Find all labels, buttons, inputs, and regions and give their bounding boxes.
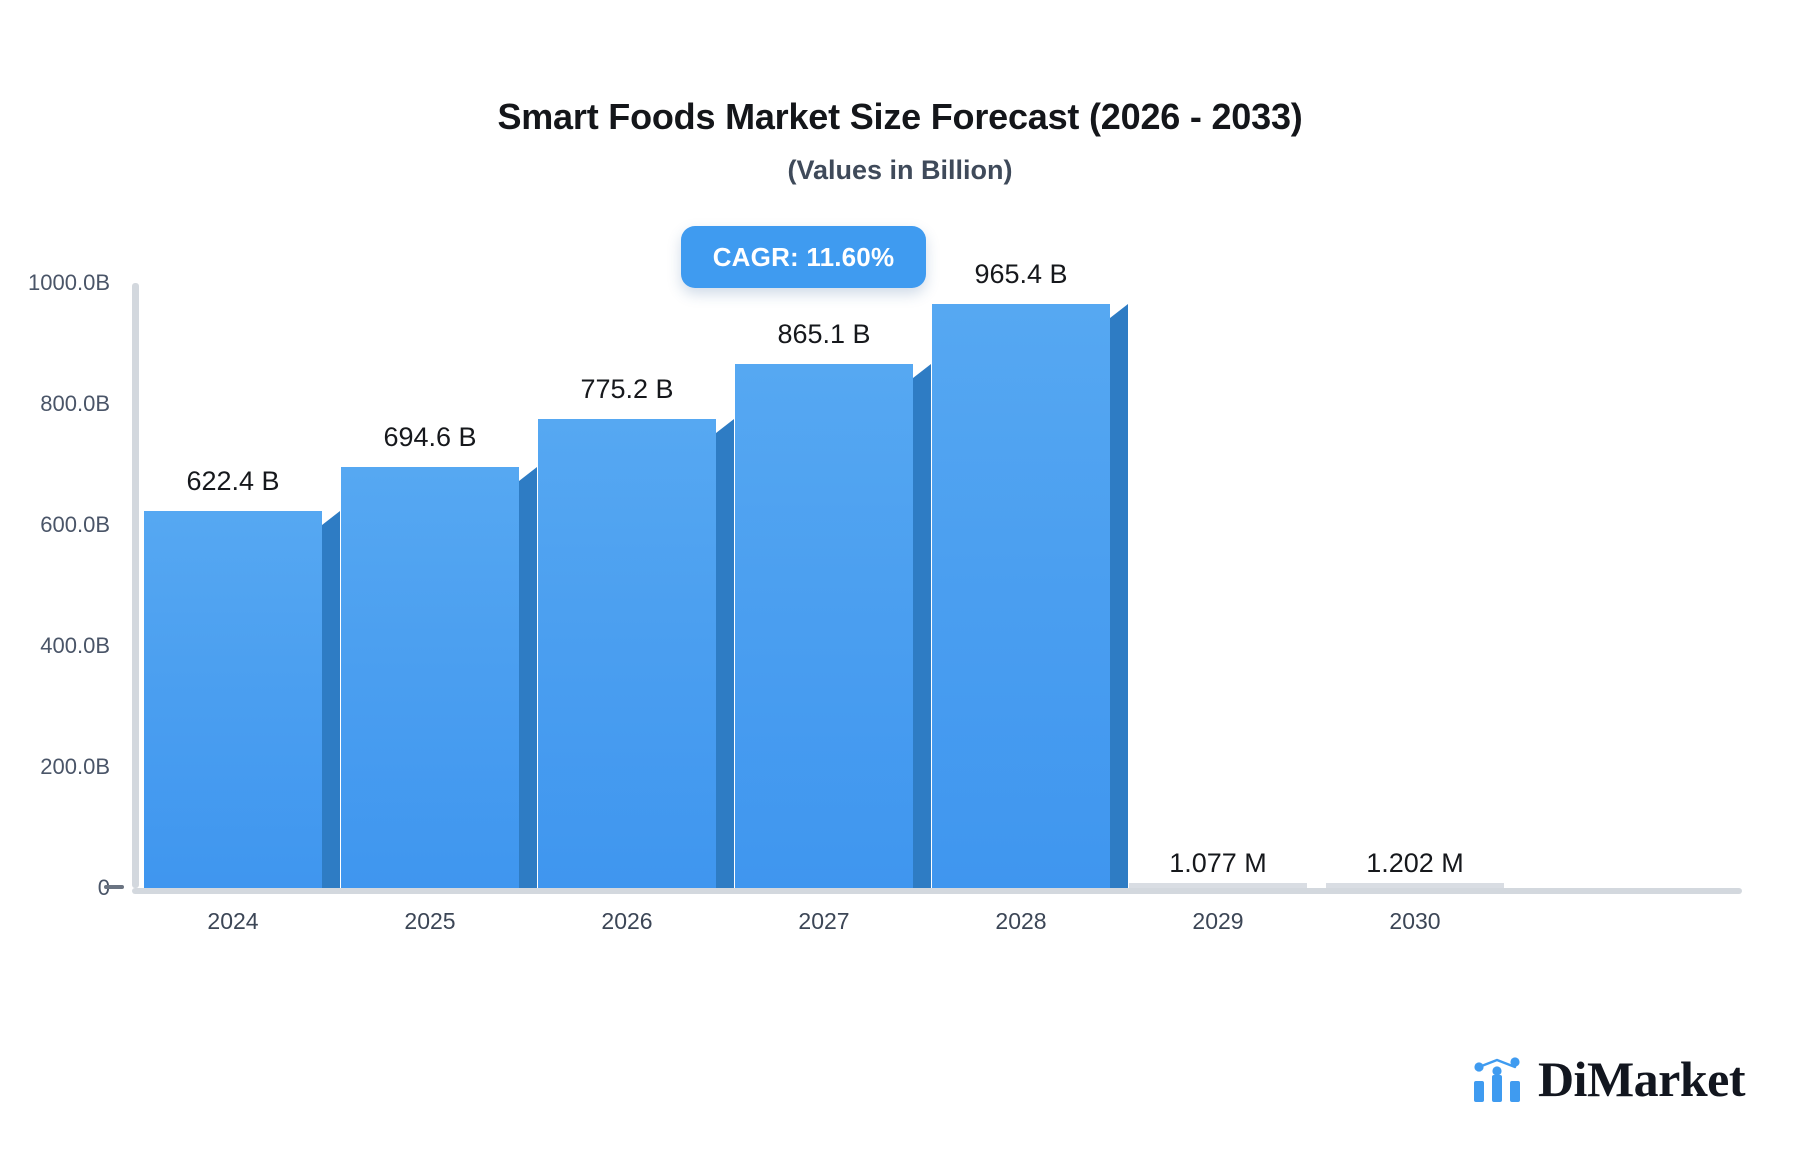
bar-side-2025: [519, 467, 537, 888]
chart-subtitle: (Values in Billion): [787, 155, 1013, 186]
bar-value-2029: 1.077 M: [1169, 848, 1267, 878]
bar-value-2028: 965.4 B: [974, 259, 1068, 289]
bar-face-2026: [538, 419, 716, 888]
y-axis-tick-labels: 0 200.0B 400.0B 600.0B 800.0B 1000.0B: [0, 0, 122, 1156]
chart-title: Smart Foods Market Size Forecast (2026 -…: [497, 96, 1303, 137]
x-tick-2030: 2030: [1389, 908, 1441, 934]
y-tick-600: 600.0B: [40, 512, 110, 537]
bar-value-2030: 1.202 M: [1366, 848, 1464, 878]
brand-watermark: DiMarket: [1472, 1051, 1746, 1107]
bar-side-2028: [1110, 304, 1128, 888]
bar-2025[interactable]: 694.6 B: [341, 283, 537, 888]
bar-2024[interactable]: 622.4 B: [144, 283, 340, 888]
y-tick-400: 400.0B: [40, 633, 110, 658]
x-tick-2027: 2027: [798, 908, 850, 934]
bar-2029[interactable]: 1.077 M: [1129, 283, 1307, 888]
bar-chart-logo-icon: [1473, 1057, 1520, 1102]
x-tick-2024: 2024: [207, 908, 259, 934]
brand-name: DiMarket: [1537, 1051, 1746, 1107]
bar-value-2027: 865.1 B: [777, 319, 871, 349]
x-tick-2026: 2026: [601, 908, 653, 934]
bar-series: 622.4 B 694.6 B 775.2 B 865.1 B: [132, 259, 1742, 894]
bar-2027[interactable]: 865.1 B: [735, 283, 931, 888]
zero-tick-mark: [104, 885, 124, 889]
bar-side-2027: [913, 364, 931, 888]
y-tick-800: 800.0B: [40, 391, 110, 416]
y-tick-1000: 1000.0B: [28, 270, 110, 295]
y-tick-0: 0: [98, 875, 110, 901]
y-axis-line: [132, 283, 139, 888]
bar-value-2025: 694.6 B: [383, 422, 477, 452]
x-tick-2028: 2028: [995, 908, 1047, 934]
bar-face-2027: [735, 364, 913, 888]
cagr-badge[interactable]: CAGR: 11.60%: [681, 226, 926, 288]
bar-2028[interactable]: 965.4 B: [932, 259, 1128, 888]
bar-value-2024: 622.4 B: [186, 466, 280, 496]
bar-face-2030: [1326, 883, 1504, 888]
bar-2030[interactable]: 1.202 M: [1326, 283, 1504, 888]
x-tick-2025: 2025: [404, 908, 456, 934]
plot-area: 622.4 B 694.6 B 775.2 B 865.1 B: [104, 259, 1742, 934]
x-axis-line: [132, 888, 1742, 894]
bar-value-2026: 775.2 B: [580, 374, 674, 404]
bar-face-2024: [144, 511, 322, 888]
bar-side-2024: [322, 511, 340, 888]
bar-side-2026: [716, 419, 734, 888]
bar-face-2028: [932, 304, 1110, 888]
y-tick-200: 200.0B: [40, 754, 110, 779]
cagr-badge-label: CAGR: 11.60%: [712, 241, 895, 272]
bar-face-2029: [1129, 883, 1307, 888]
bar-2026[interactable]: 775.2 B: [538, 283, 734, 888]
bar-face-2025: [341, 467, 519, 888]
title-block: Smart Foods Market Size Forecast (2026 -…: [0, 96, 1800, 186]
x-tick-2029: 2029: [1192, 908, 1244, 934]
